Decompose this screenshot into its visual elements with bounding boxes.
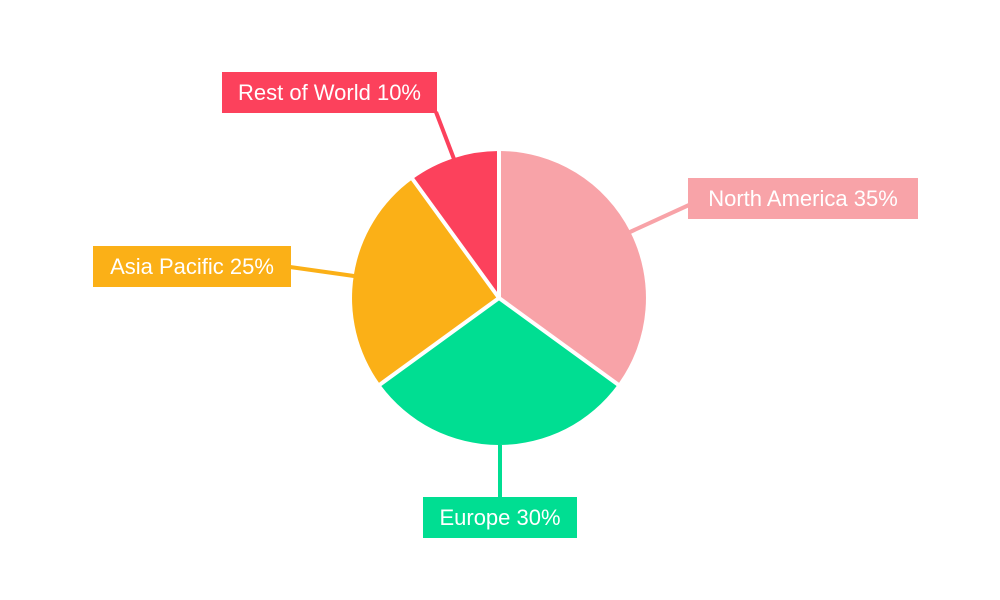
slice-separator xyxy=(497,296,621,388)
leader-line-asia-pacific xyxy=(289,265,355,278)
leader-line-rest-of-world xyxy=(434,111,456,160)
slice-separator xyxy=(409,176,501,300)
pie-slice-asia-pacific xyxy=(352,179,499,385)
pie-label-rest-of-world: Rest of World 10% xyxy=(222,72,437,113)
slice-separator xyxy=(377,296,501,388)
pie-slice-europe xyxy=(380,298,618,445)
pie-label-europe: Europe 30% xyxy=(423,497,577,538)
pie-slice-rest-of-world xyxy=(412,151,499,298)
pie-slice-north-america xyxy=(499,151,646,385)
pie-label-asia-pacific: Asia Pacific 25% xyxy=(93,246,291,287)
pie-label-north-america: North America 35% xyxy=(688,178,918,219)
leader-line-north-america xyxy=(629,203,690,234)
